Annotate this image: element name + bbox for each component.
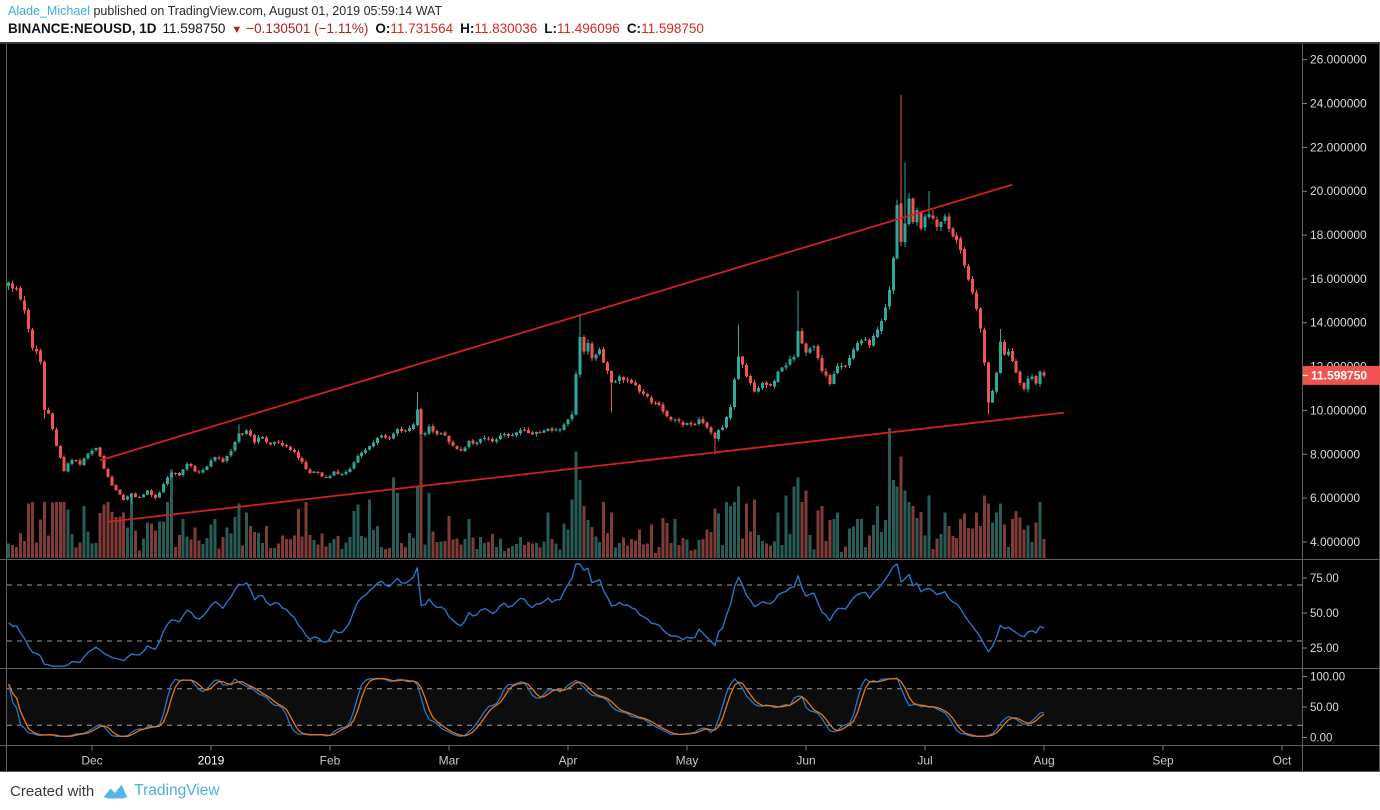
- trendlines-layer[interactable]: [99, 183, 1064, 523]
- price-axis-label: 24.000000: [1310, 97, 1367, 111]
- time-axis-month-label: Feb: [320, 754, 341, 768]
- rsi-axis-label: 50.00: [1310, 608, 1339, 620]
- low-value: 11.496096: [556, 21, 620, 36]
- time-axis-month-label: Jun: [796, 754, 815, 768]
- price-axis-label: 8.000000: [1310, 447, 1360, 461]
- open-label: O:: [375, 21, 391, 36]
- low-label: L:: [544, 21, 557, 36]
- trendline-resistance[interactable]: [99, 183, 1013, 462]
- down-arrow-icon: ▼: [231, 24, 243, 36]
- price-change: −0.130501 (−1.11%): [246, 21, 369, 36]
- time-axis-month-label: Aug: [1033, 754, 1054, 768]
- publication-header: Alade_Michael published on TradingView.c…: [0, 0, 1380, 44]
- stoch-axis-label: 100.00: [1310, 672, 1345, 684]
- byline-text: published on TradingView.com, August 01,…: [90, 4, 443, 18]
- trendline-support[interactable]: [107, 411, 1064, 523]
- time-axis-month-label: Apr: [559, 754, 578, 768]
- created-with-text: Created with: [10, 782, 95, 800]
- price-axis-label: 14.000000: [1310, 316, 1367, 330]
- price-axis-label: 16.000000: [1310, 272, 1367, 286]
- high-value: 11.830036: [474, 21, 538, 36]
- open-value: 11.731564: [390, 21, 454, 36]
- price-axis-label: 20.000000: [1310, 184, 1367, 198]
- last-price-value: 11.598750: [162, 21, 226, 36]
- time-scale[interactable]: Dec 2019 Feb Mar Apr May Jun Jul Aug Sep Oct: [81, 746, 1292, 768]
- candles-layer: [7, 94, 1046, 505]
- close-value: 11.598750: [641, 21, 704, 36]
- author-link[interactable]: Alade_Michael: [8, 4, 90, 18]
- time-axis-month-label: Dec: [81, 754, 102, 768]
- time-axis-year-label: 2019: [198, 754, 225, 768]
- last-price-tag: 11.598750: [1303, 365, 1380, 385]
- tradingview-brand-link[interactable]: TradingView: [134, 782, 220, 799]
- tradingview-logo-icon[interactable]: [103, 784, 128, 801]
- time-axis-month-label: May: [676, 754, 699, 768]
- rsi-axis-label: 75.00: [1310, 573, 1339, 585]
- time-axis-month-label: Sep: [1152, 754, 1174, 768]
- time-axis-month-label: Oct: [1273, 754, 1292, 768]
- price-axis-label: 10.000000: [1310, 403, 1367, 417]
- symbol-status-line: BINANCE:NEOUSD, 1D 11.598750 ▼ −0.130501 (−…: [8, 19, 1380, 40]
- last-price-tag-text: 11.598750: [1311, 369, 1367, 383]
- rsi-axis-label: 25.00: [1310, 643, 1339, 655]
- price-axis-label: 6.000000: [1310, 491, 1360, 505]
- high-label: H:: [460, 21, 475, 36]
- byline: Alade_Michael published on TradingView.c…: [8, 3, 1380, 19]
- symbol-title: BINANCE:NEOUSD, 1D: [8, 21, 157, 36]
- chart-background: [0, 44, 1380, 772]
- price-chart[interactable]: 26.000000 24.000000 22.000000 20.000000 18.0…: [0, 44, 1380, 772]
- price-axis-label: 4.000000: [1310, 535, 1360, 549]
- attribution-footer: Created with TradingView: [0, 772, 1380, 810]
- time-axis-month-label: Mar: [439, 754, 460, 768]
- stoch-axis-label: 50.00: [1310, 702, 1339, 714]
- price-scale[interactable]: 26.000000 24.000000 22.000000 20.000000 18.0…: [1302, 53, 1368, 745]
- time-axis-month-label: Jul: [917, 754, 932, 768]
- stoch-d-line: [8, 677, 1045, 737]
- price-axis-label: 22.000000: [1310, 140, 1367, 154]
- rsi-line: [8, 563, 1045, 667]
- close-label: C:: [626, 21, 642, 36]
- price-axis-label: 26.000000: [1310, 53, 1367, 67]
- stoch-axis-label: 0.00: [1310, 733, 1332, 745]
- price-axis-label: 18.000000: [1310, 228, 1367, 242]
- stoch-band: [7, 688, 1303, 726]
